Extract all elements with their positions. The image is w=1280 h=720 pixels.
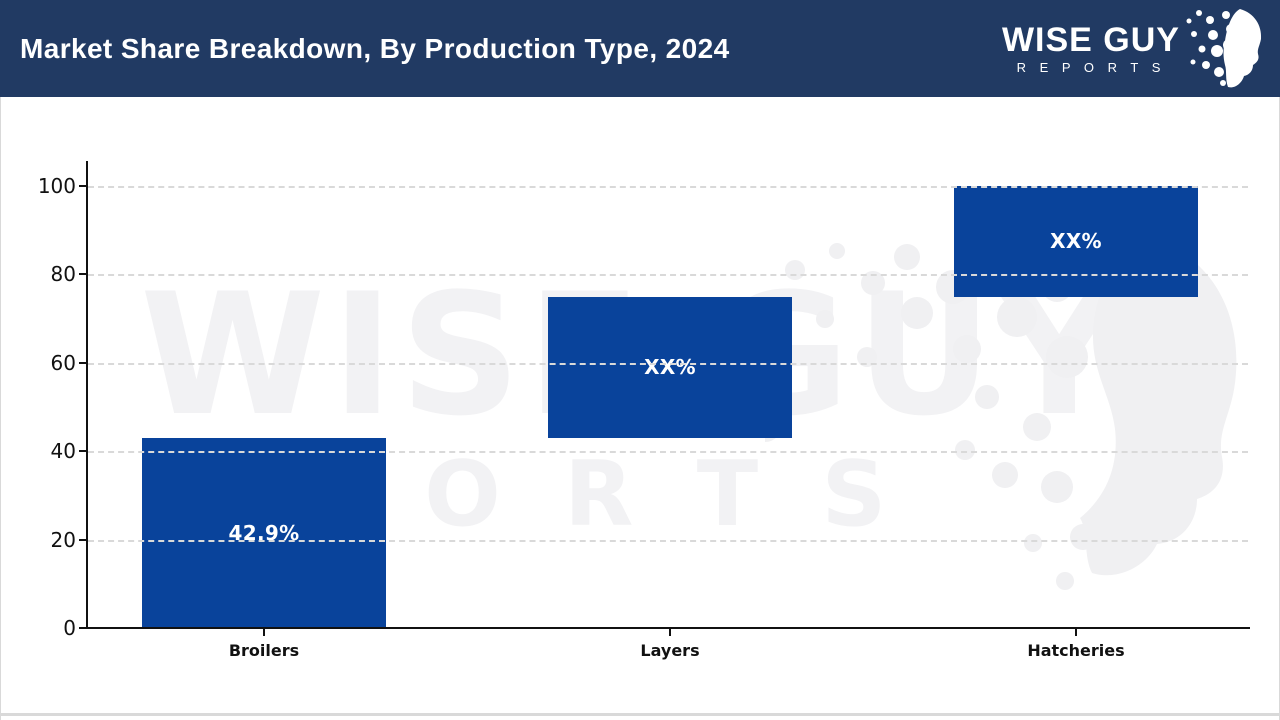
- bar-broilers: 42.9%: [142, 438, 386, 628]
- y-axis-line: [86, 161, 88, 629]
- gridline-y-40: [88, 451, 1248, 454]
- logo-wordmark: WISE GUY R E P O R T S: [1002, 22, 1180, 75]
- x-tick-label-hatcheries: Hatcheries: [1027, 641, 1125, 660]
- header-bar: Market Share Breakdown, By Production Ty…: [0, 0, 1280, 97]
- y-tick-mark: [79, 627, 87, 629]
- y-tick-mark: [79, 450, 87, 453]
- y-tick-label: 100: [37, 174, 76, 198]
- y-tick-label: 0: [63, 616, 76, 640]
- logo-wordmark-line2: R E P O R T S: [1016, 60, 1166, 75]
- gridline-y-80: [88, 274, 1248, 277]
- x-tick-mark: [1075, 628, 1077, 636]
- x-axis-line: [86, 627, 1250, 629]
- y-tick-label: 40: [50, 439, 76, 464]
- x-tick-label-broilers: Broilers: [228, 641, 300, 660]
- gridline-y-60: [88, 362, 1248, 365]
- gridline-y-20: [88, 539, 1248, 542]
- page-title: Market Share Breakdown, By Production Ty…: [20, 32, 730, 64]
- logo-head-icon: [1186, 8, 1262, 87]
- wise-guy-reports-logo: WISE GUY R E P O R T S: [1002, 5, 1280, 93]
- logo-wordmark-line1: WISE GUY: [1001, 21, 1180, 59]
- gridline-y-100: [88, 186, 1248, 188]
- x-tick-mark: [669, 628, 671, 636]
- plot-area: 0 20 40 60 80 100 42.9% XX% XX% Broilers Layers Hat…: [0, 97, 1280, 720]
- bottom-border: [0, 713, 1280, 716]
- bar-value-label: XX%: [1050, 229, 1102, 254]
- x-tick-mark: [263, 628, 265, 636]
- y-tick-mark: [79, 185, 87, 187]
- y-tick-mark: [79, 273, 87, 276]
- y-tick-label: 20: [50, 527, 76, 552]
- bar-hatcheries: XX%: [954, 186, 1198, 297]
- chart-area: WISE GUY P O R T S 0 20 40 60 80 100 42.9% XX% X…: [0, 97, 1280, 720]
- y-tick-label: 60: [50, 350, 76, 375]
- y-tick-mark: [79, 538, 87, 541]
- x-tick-label-layers: Layers: [640, 641, 700, 660]
- page-edge-left: [0, 97, 1, 720]
- y-tick-label: 80: [50, 262, 76, 287]
- y-tick-mark: [79, 361, 87, 364]
- bar-value-label: XX%: [644, 355, 696, 380]
- bar-layers: XX%: [548, 296, 792, 439]
